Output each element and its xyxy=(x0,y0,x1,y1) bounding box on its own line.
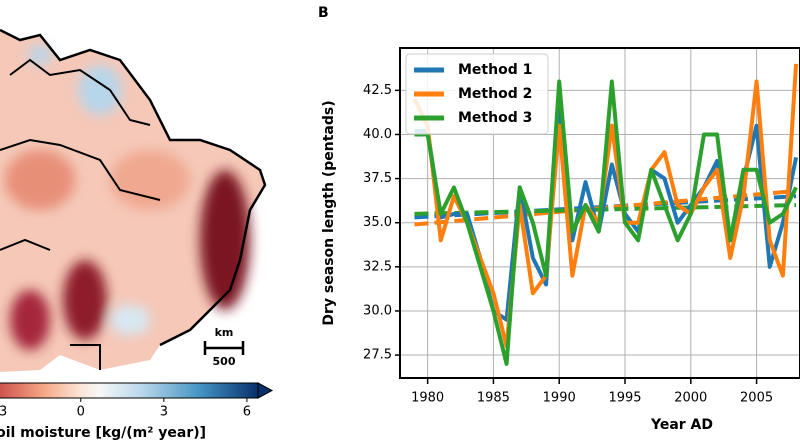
coastline xyxy=(0,28,267,347)
colorbar-tick-label: 0 xyxy=(77,405,85,420)
y-tick-label: 42.5 xyxy=(363,83,392,98)
x-tick-label: 1985 xyxy=(477,391,510,406)
legend-label: Method 1 xyxy=(458,62,532,78)
colorbar-tick-label: 6 xyxy=(243,405,251,420)
y-tick-label: 37.5 xyxy=(363,171,392,186)
colorbar-extend xyxy=(257,382,274,399)
y-tick-label: 27.5 xyxy=(363,348,392,363)
y-tick-label: 35.0 xyxy=(363,215,392,230)
y-axis-label: Dry season length (pentads) xyxy=(321,100,337,325)
colorbar-tick-label: 3 xyxy=(160,405,168,420)
series-line xyxy=(414,79,798,366)
borders xyxy=(0,58,161,370)
legend-label: Method 2 xyxy=(458,86,532,102)
scale-unit: km xyxy=(215,326,234,339)
colorbar xyxy=(0,382,259,399)
colorbar-label: Soil moisture [kg/(m² year)] xyxy=(0,425,206,441)
trend-line xyxy=(414,203,797,216)
legend: Method 1 Method 2 Method 3 xyxy=(405,53,549,135)
map: km 500 xyxy=(0,28,267,372)
x-tick-label: 1995 xyxy=(608,391,641,406)
y-tick-label: 32.5 xyxy=(363,259,392,274)
x-tick-label: 1980 xyxy=(411,391,444,406)
y-tick-label: 30.0 xyxy=(363,303,392,318)
scale-value: 500 xyxy=(213,355,236,368)
legend-label: Method 3 xyxy=(458,110,532,126)
plot-frame xyxy=(399,47,800,379)
y-tick-label: 40.0 xyxy=(363,127,392,142)
x-tick-label: 2000 xyxy=(674,391,707,406)
legend-box xyxy=(405,53,549,135)
x-axis-label: Year AD xyxy=(650,417,713,433)
panel-label: B xyxy=(318,5,329,21)
x-tick-label: 1990 xyxy=(543,391,576,406)
lines xyxy=(412,63,799,366)
x-tick-label: 2005 xyxy=(740,391,773,406)
colorbar-tick-label: −3 xyxy=(0,405,7,420)
map-shading xyxy=(5,45,250,350)
